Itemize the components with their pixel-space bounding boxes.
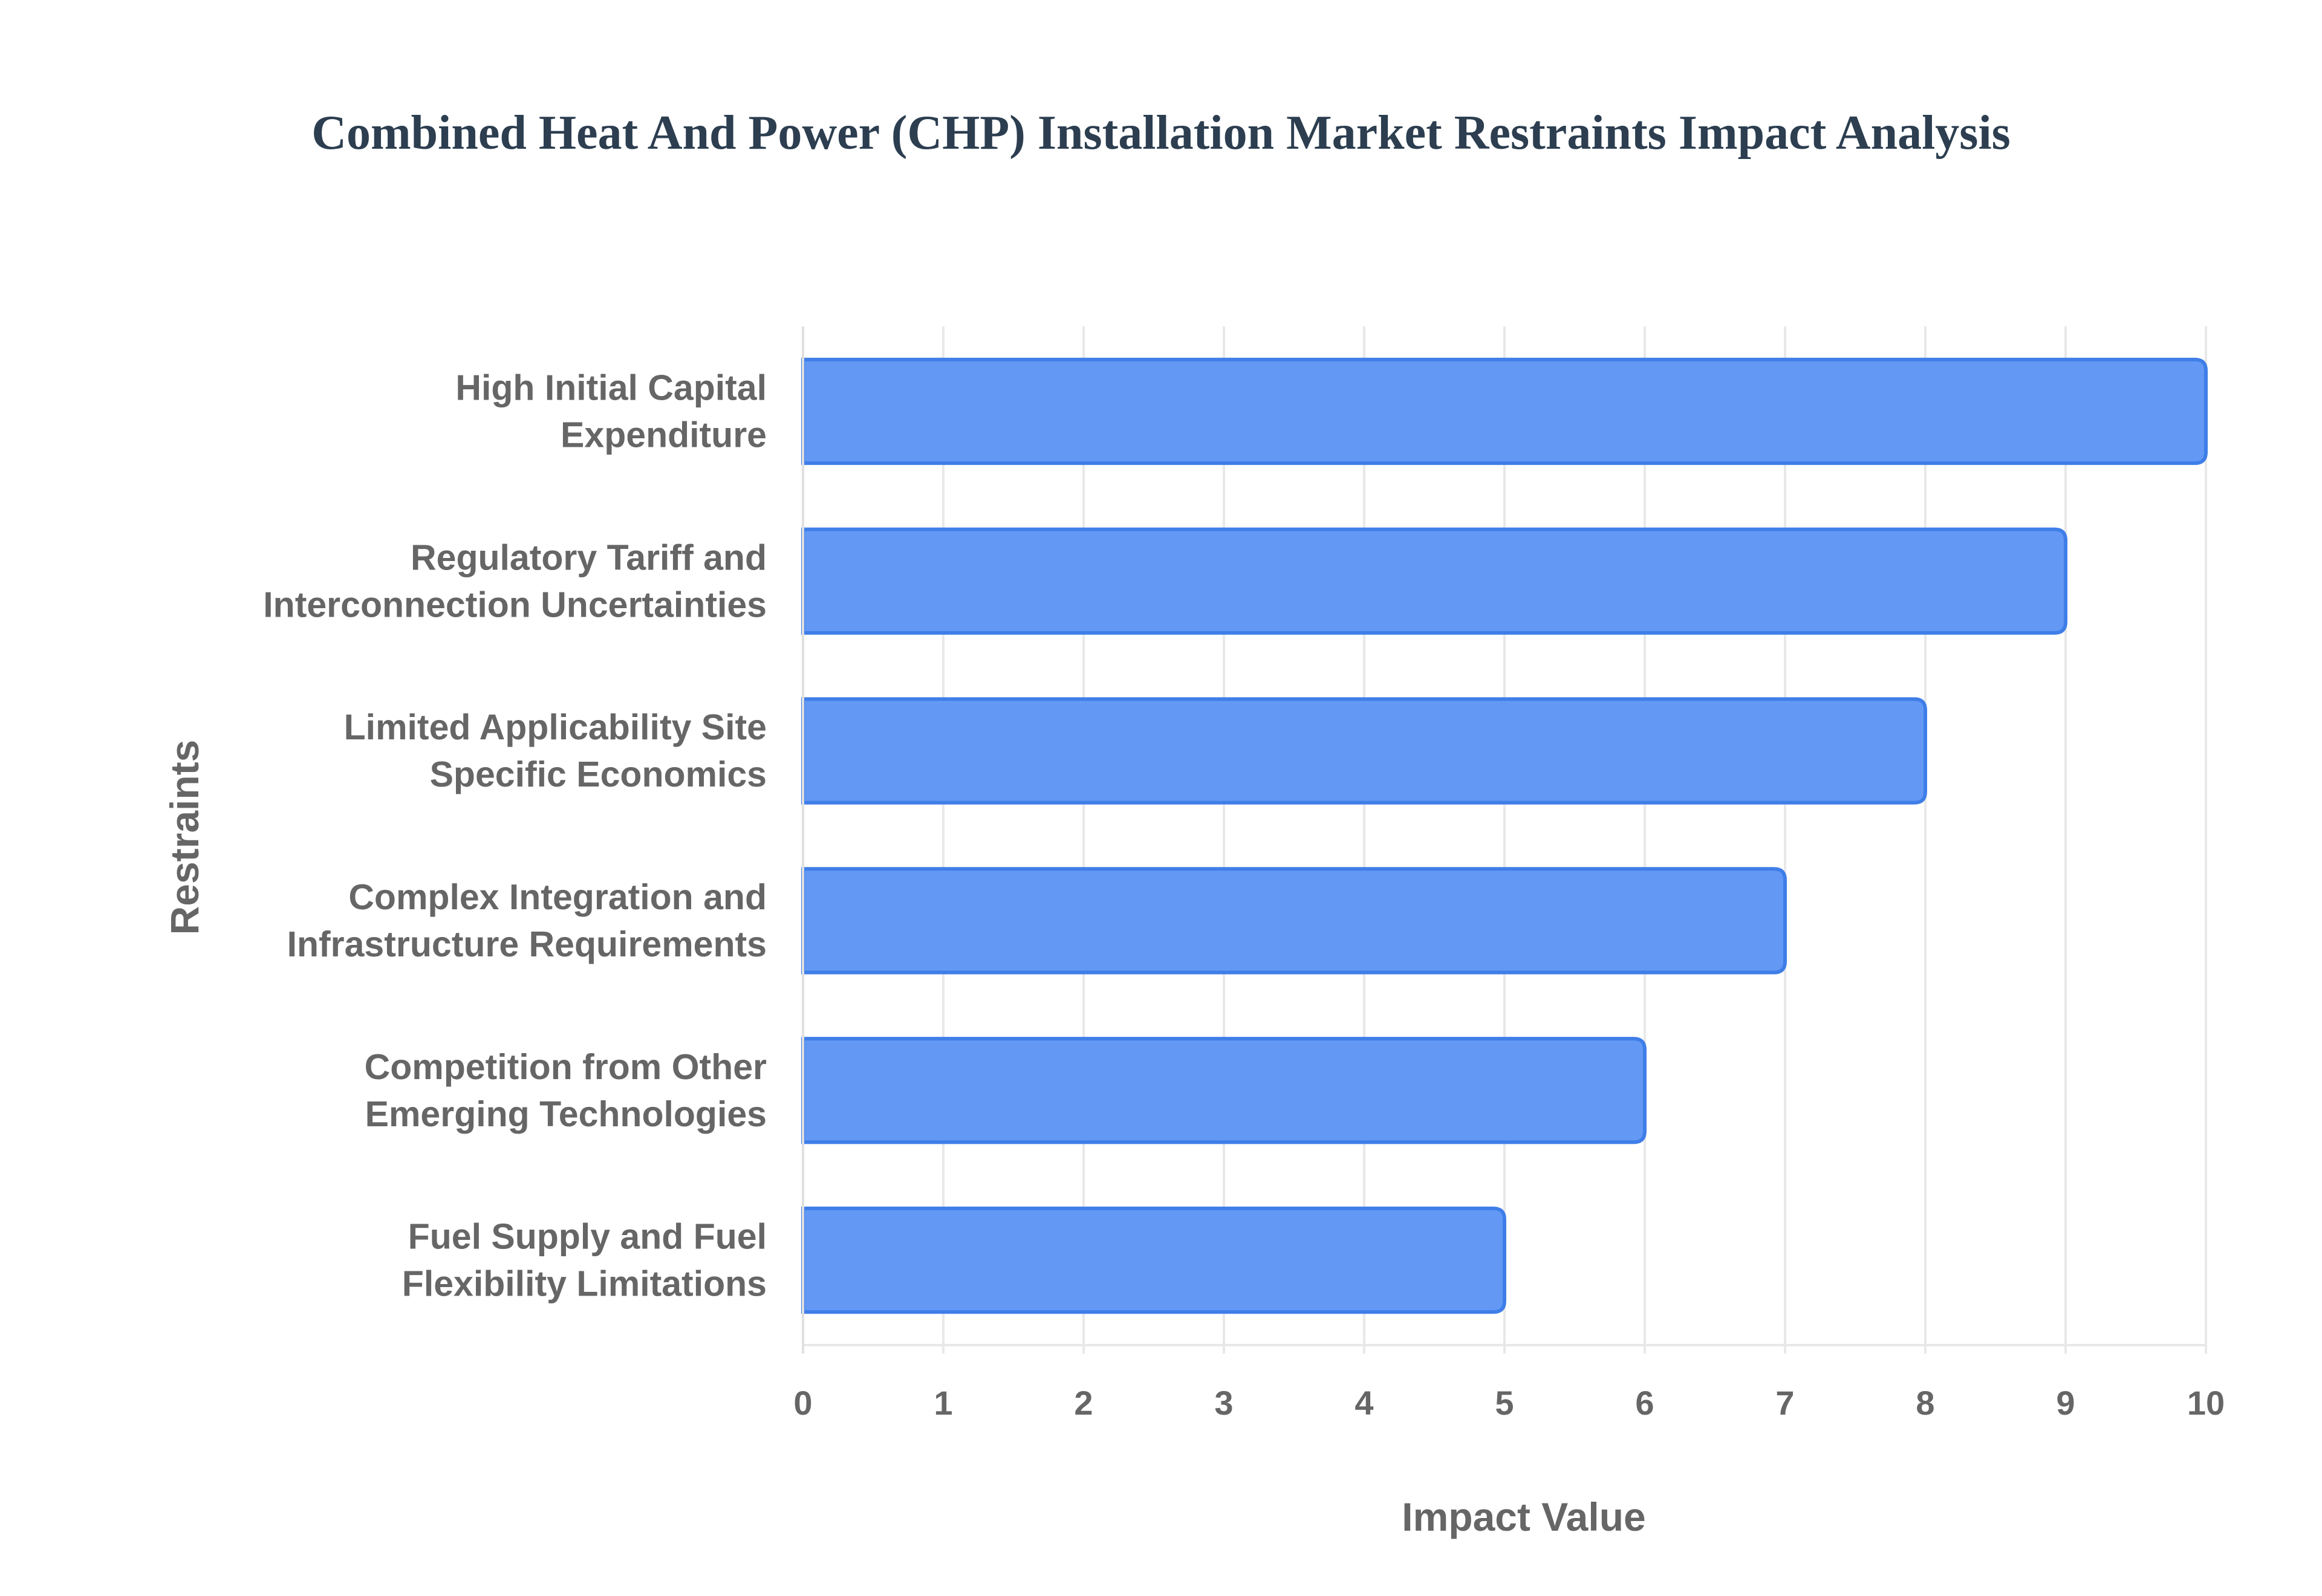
category-label: Expenditure bbox=[561, 415, 767, 455]
x-tick-label: 10 bbox=[2187, 1384, 2225, 1422]
category-label: Flexibility Limitations bbox=[402, 1264, 767, 1304]
category-label: Specific Economics bbox=[430, 754, 767, 794]
x-tick-label: 0 bbox=[793, 1384, 812, 1422]
x-tick-label: 7 bbox=[1775, 1384, 1794, 1422]
category-label: Interconnection Uncertainties bbox=[263, 585, 767, 624]
x-tick-label: 5 bbox=[1495, 1384, 1514, 1422]
category-label: Fuel Supply and Fuel bbox=[408, 1217, 767, 1257]
x-tick-label: 2 bbox=[1074, 1384, 1093, 1422]
chart-title: Combined Heat And Power (CHP) Installati… bbox=[311, 106, 2011, 160]
bar bbox=[801, 697, 1927, 805]
axes bbox=[802, 326, 2206, 1354]
category-label: High Initial Capital bbox=[455, 368, 767, 407]
bar bbox=[801, 867, 1787, 975]
category-label: Infrastructure Requirements bbox=[287, 924, 767, 964]
x-tick-label: 1 bbox=[934, 1384, 952, 1422]
x-tick-label: 4 bbox=[1354, 1384, 1373, 1422]
x-axis-title: Impact Value bbox=[1402, 1494, 1646, 1539]
bar bbox=[801, 1206, 1506, 1314]
bar bbox=[801, 1037, 1647, 1144]
y-axis-title: Restraints bbox=[162, 740, 207, 935]
category-label: Competition from Other bbox=[365, 1047, 767, 1087]
bars bbox=[801, 357, 2208, 1314]
category-label: Complex Integration and bbox=[348, 877, 767, 917]
grid-lines bbox=[802, 326, 2207, 1354]
category-label: Limited Applicability Site bbox=[344, 707, 767, 747]
category-label: Emerging Technologies bbox=[365, 1094, 767, 1134]
category-label: Regulatory Tariff and bbox=[411, 537, 767, 577]
x-tick-label: 9 bbox=[2056, 1384, 2075, 1422]
category-labels: High Initial Capital Expenditure Regulator… bbox=[263, 368, 767, 1303]
bar bbox=[801, 357, 2208, 465]
x-tick-label: 6 bbox=[1635, 1384, 1654, 1422]
x-tick-label: 8 bbox=[1916, 1384, 1934, 1422]
x-tick-labels: 0 1 2 3 4 5 6 7 8 9 10 bbox=[793, 1384, 2225, 1422]
bar bbox=[801, 527, 2067, 635]
x-tick-label: 3 bbox=[1214, 1384, 1233, 1422]
